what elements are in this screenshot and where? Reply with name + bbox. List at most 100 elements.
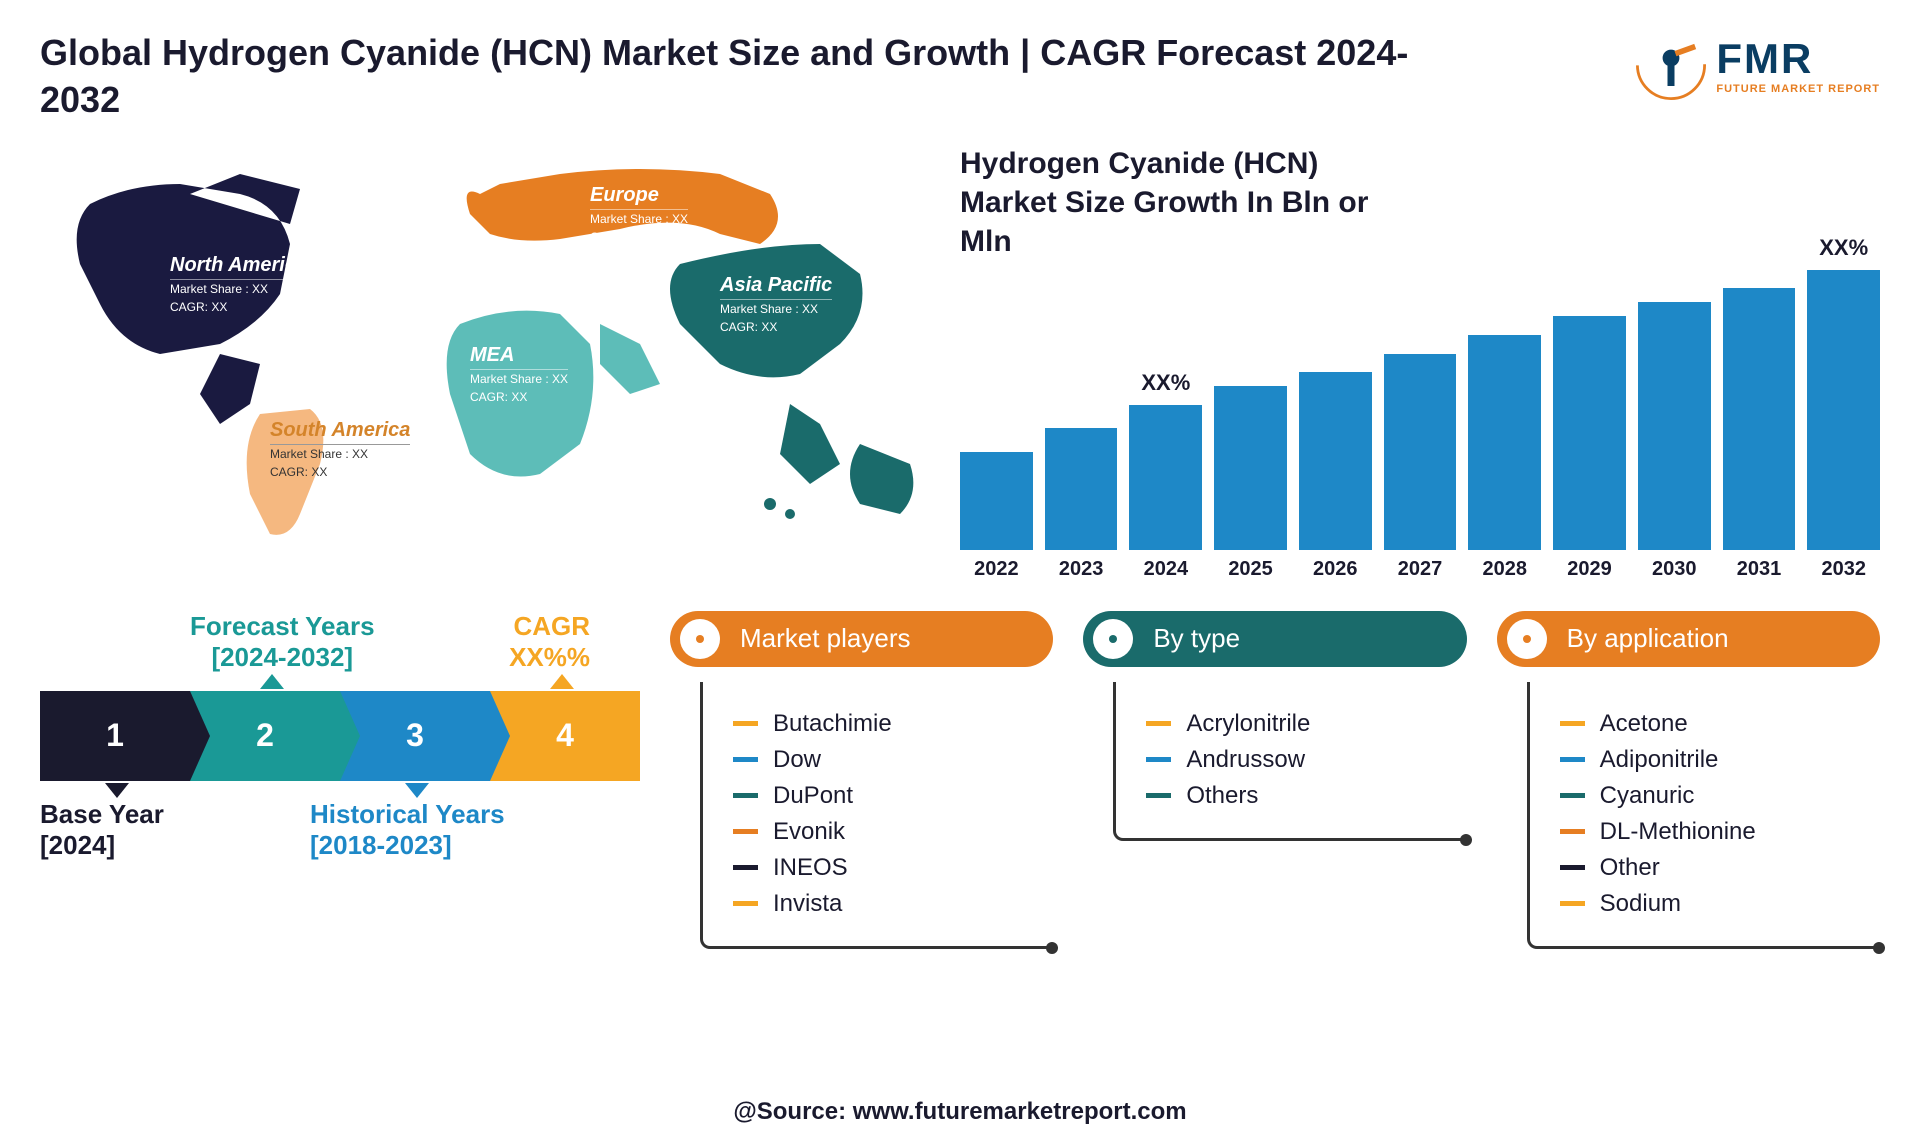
item-text: Evonik — [773, 818, 845, 846]
list-item: Sodium — [1560, 890, 1860, 918]
bar-label: 2025 — [1228, 558, 1273, 581]
arrow-up-icon — [550, 674, 574, 689]
bar — [1723, 288, 1796, 549]
bar-label: 2022 — [974, 558, 1019, 581]
bar — [1129, 405, 1202, 550]
item-marker-icon — [1146, 721, 1171, 726]
item-marker-icon — [1560, 721, 1585, 726]
item-marker-icon — [1560, 829, 1585, 834]
bars-container: 2022 2023 XX%2024 2025 2026 2027 2028 2029 2030 2… — [960, 281, 1880, 581]
timeline-step-4: 4 — [490, 691, 640, 781]
bar-label: 2026 — [1313, 558, 1358, 581]
arrow-up-icon — [260, 674, 284, 689]
category-circle-icon — [680, 619, 720, 659]
list-item: Evonik — [733, 818, 1033, 846]
region-mea: MEA Market Share : XX CAGR: XX — [470, 344, 568, 404]
category-header: By application — [1497, 611, 1880, 667]
base-year-label: Base Year [2024] — [40, 799, 164, 861]
bar — [960, 452, 1033, 550]
item-text: Other — [1600, 854, 1660, 882]
bar-group: 2023 — [1045, 428, 1118, 580]
list-item: DuPont — [733, 782, 1033, 810]
item-marker-icon — [1560, 793, 1585, 798]
bar — [1045, 428, 1118, 549]
logo-subtitle: FUTURE MARKET REPORT — [1716, 83, 1880, 95]
item-text: Others — [1186, 782, 1258, 810]
list-item: Others — [1146, 782, 1446, 810]
item-marker-icon — [1146, 757, 1171, 762]
bar — [1299, 372, 1372, 549]
category-section: By type Acrylonitrile Andrussow Others — [1083, 611, 1466, 949]
bottom-row: Forecast Years [2024-2032] CAGR XX%% 1 2… — [40, 611, 1880, 949]
bar-annotation: XX% — [1141, 370, 1190, 396]
item-text: Invista — [773, 890, 842, 918]
item-text: INEOS — [773, 854, 848, 882]
bar-group: 2028 — [1468, 335, 1541, 581]
item-marker-icon — [1560, 901, 1585, 906]
cagr-label: CAGR XX%% — [509, 611, 590, 673]
bar — [1468, 335, 1541, 550]
bar — [1214, 386, 1287, 549]
bar — [1638, 302, 1711, 549]
main-row: North America Market Share : XX CAGR: XX… — [40, 144, 1880, 581]
item-marker-icon — [733, 829, 758, 834]
bar-group: 2029 — [1553, 316, 1626, 580]
list-item: Acetone — [1560, 710, 1860, 738]
item-text: Acrylonitrile — [1186, 710, 1310, 738]
bar-label: 2031 — [1737, 558, 1782, 581]
categories-root: Market playersButachimieDowDuPontEvonikI… — [670, 611, 1880, 949]
item-marker-icon — [733, 757, 758, 762]
logo: FMR FUTURE MARKET REPORT — [1636, 30, 1880, 100]
category-circle-icon — [1507, 619, 1547, 659]
list-item: DL-Methionine — [1560, 818, 1860, 846]
bar-label: 2027 — [1398, 558, 1443, 581]
bar-group: 2031 — [1723, 288, 1796, 580]
category-section: Market playersButachimieDowDuPontEvonikI… — [670, 611, 1053, 949]
bar-label: 2032 — [1821, 558, 1866, 581]
region-asia-pacific: Asia Pacific Market Share : XX CAGR: XX — [720, 274, 832, 334]
item-text: Acetone — [1600, 710, 1688, 738]
bar-group: 2026 — [1299, 372, 1372, 580]
bar — [1807, 270, 1880, 550]
source-text: @Source: www.futuremarketreport.com — [733, 1098, 1186, 1126]
bar-group: XX%2024 — [1129, 405, 1202, 581]
bar-group: 2030 — [1638, 302, 1711, 580]
page-title: Global Hydrogen Cyanide (HCN) Market Siz… — [40, 30, 1440, 124]
logo-text: FMR — [1716, 35, 1880, 83]
bar — [1553, 316, 1626, 549]
category-section: By application Acetone Adiponitrile Cyanuri… — [1497, 611, 1880, 949]
bar-group: 2027 — [1384, 354, 1457, 581]
bar-annotation: XX% — [1819, 235, 1868, 261]
item-marker-icon — [733, 865, 758, 870]
historical-years-label: Historical Years [2018-2023] — [310, 799, 505, 861]
item-marker-icon — [1146, 793, 1171, 798]
item-text: Butachimie — [773, 710, 892, 738]
bar — [1384, 354, 1457, 550]
telescope-icon — [1636, 30, 1706, 100]
category-title: By application — [1567, 623, 1729, 654]
arrow-down-icon — [405, 783, 429, 798]
category-list: Acetone Adiponitrile Cyanuric DL-Methionine… — [1527, 682, 1880, 949]
item-text: DL-Methionine — [1600, 818, 1756, 846]
item-marker-icon — [1560, 865, 1585, 870]
forecast-label: Forecast Years [2024-2032] — [190, 611, 375, 673]
item-marker-icon — [1560, 757, 1585, 762]
item-text: DuPont — [773, 782, 853, 810]
category-list: ButachimieDowDuPontEvonikINEOSInvista — [700, 682, 1053, 949]
item-text: Sodium — [1600, 890, 1681, 918]
item-text: Cyanuric — [1600, 782, 1695, 810]
list-item: Other — [1560, 854, 1860, 882]
region-europe: Europe Market Share : XX CAGR: XX — [590, 184, 688, 244]
item-text: Adiponitrile — [1600, 746, 1719, 774]
list-item: INEOS — [733, 854, 1033, 882]
list-item: Invista — [733, 890, 1033, 918]
bar-label: 2023 — [1059, 558, 1104, 581]
bar-label: 2029 — [1567, 558, 1612, 581]
timeline-bar: 1 2 3 4 — [40, 691, 640, 781]
category-title: By type — [1153, 623, 1240, 654]
item-text: Andrussow — [1186, 746, 1305, 774]
header: Global Hydrogen Cyanide (HCN) Market Siz… — [40, 30, 1880, 124]
timeline-step-1: 1 — [40, 691, 190, 781]
category-header: By type — [1083, 611, 1466, 667]
bar-group: 2022 — [960, 452, 1033, 581]
